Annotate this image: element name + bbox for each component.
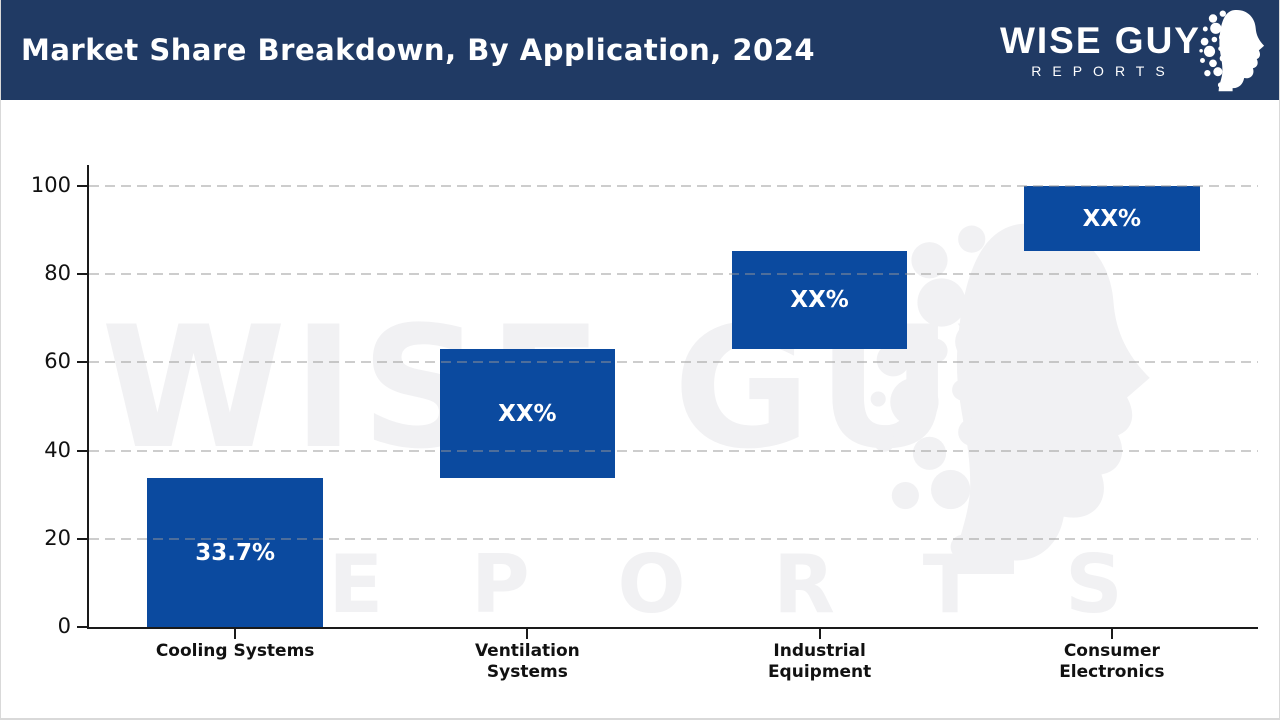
watermark-face-icon	[869, 218, 1171, 574]
y-tick-label-20: 20	[44, 525, 71, 550]
x-category-label: Cooling Systems	[155, 641, 315, 661]
x-tick-3	[1110, 629, 1113, 639]
bar-ventilation-systems: XX%	[439, 349, 616, 479]
bar-consumer-electronics: XX%	[1024, 186, 1200, 252]
x-tick-2	[818, 629, 821, 639]
x-tick-0	[234, 629, 237, 639]
logo-text: WISE GUY REPORTS	[1000, 22, 1201, 79]
gridline-60	[89, 361, 1258, 364]
bar-industrial-equipment: XX%	[731, 251, 908, 350]
logo-subtitle: REPORTS	[1031, 62, 1176, 79]
gridline-100	[89, 185, 1258, 187]
y-tick-40	[77, 449, 87, 452]
chart-canvas: WISE GUY R E P O R T S 33.7% XX% XX% XX% 0 20…	[1, 100, 1280, 718]
logo-wordmark: WISE GUY	[999, 19, 1201, 61]
y-tick-label-100: 100	[30, 173, 71, 197]
bar-value-label: XX%	[790, 287, 849, 314]
header-bar: Market Share Breakdown, By Application, …	[1, 0, 1279, 100]
y-tick-label-80: 80	[44, 261, 71, 286]
y-tick-0	[77, 626, 87, 628]
bar-value-label: XX%	[1082, 205, 1142, 232]
y-axis-spine	[87, 165, 89, 629]
y-tick-20	[77, 537, 87, 540]
y-tick-60	[77, 361, 87, 364]
gridline-20	[89, 537, 1258, 540]
y-tick-label-0: 0	[57, 614, 71, 638]
bar-cooling-systems: 33.7%	[147, 478, 323, 627]
dotted-face-icon	[1199, 8, 1269, 92]
gridline-40	[89, 449, 1258, 452]
y-tick-label-40: 40	[44, 437, 71, 462]
y-tick-80	[77, 273, 87, 276]
x-tick-1	[526, 629, 529, 639]
x-category-label: Industrial Equipment	[767, 641, 872, 682]
y-tick-100	[77, 185, 87, 187]
bar-value-label: 33.7%	[195, 539, 275, 566]
x-axis-spine	[87, 627, 1258, 629]
gridline-80	[89, 273, 1258, 276]
bar-value-label: XX%	[498, 400, 557, 427]
x-category-label: Consumer Electronics	[1059, 641, 1165, 682]
wise-guy-logo: WISE GUY REPORTS	[1000, 0, 1269, 100]
y-tick-label-60: 60	[44, 349, 71, 374]
chart-title: Market Share Breakdown, By Application, …	[21, 33, 816, 67]
x-category-label: Ventilation Systems	[474, 641, 580, 682]
